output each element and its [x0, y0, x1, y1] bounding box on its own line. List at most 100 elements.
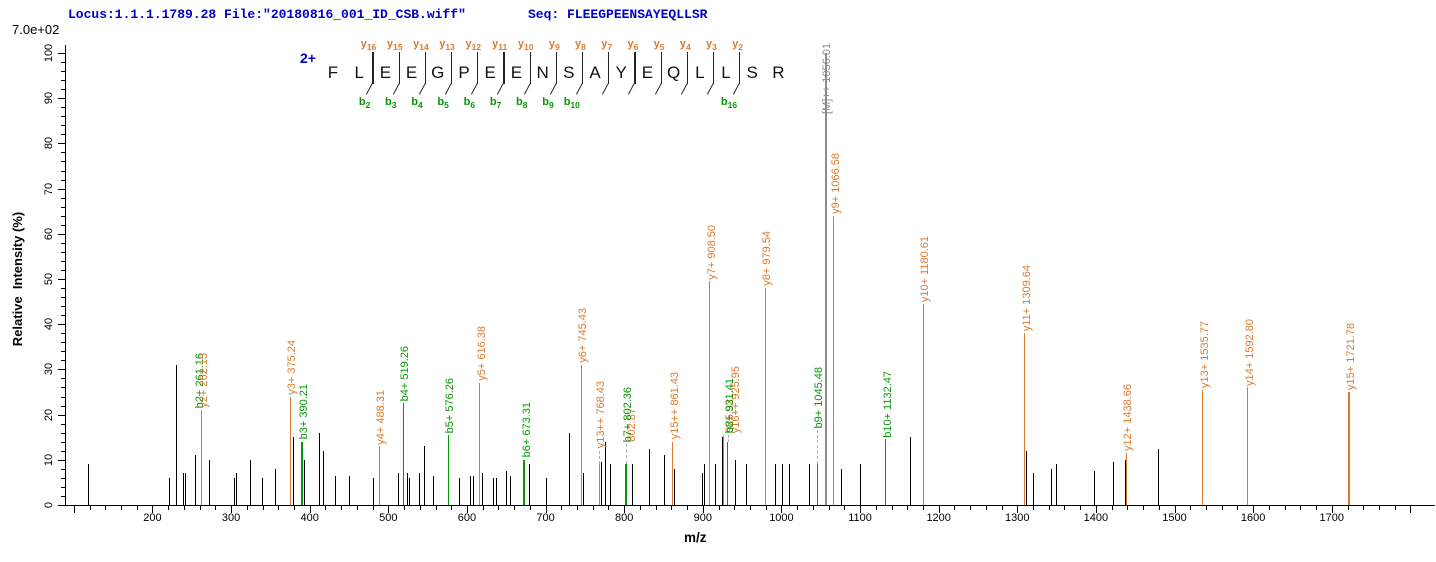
y-tick-label: 100 — [43, 43, 55, 63]
y-tick-label: 80 — [43, 137, 55, 150]
fragmentation-mark — [608, 52, 610, 84]
peak — [418, 473, 420, 505]
y-tick-label: 10 — [43, 453, 55, 466]
ion-label-y5: y5+ 616.38 — [475, 326, 488, 381]
x-major-tick — [152, 506, 154, 513]
peak — [169, 477, 171, 505]
peak — [233, 477, 235, 505]
peak — [809, 464, 811, 505]
ion-peak-b8 — [726, 441, 729, 505]
x-minor-tick — [765, 506, 767, 510]
ion-peak-y13 — [1202, 389, 1204, 505]
x-minor-tick — [404, 506, 406, 510]
x-major-tick — [1174, 506, 1176, 513]
ion-peak-y6 — [580, 364, 582, 505]
ladder-b-ion-label: b5 — [437, 96, 449, 111]
peak — [195, 455, 197, 505]
x-minor-tick — [1048, 506, 1050, 510]
x-minor-tick — [1378, 506, 1380, 510]
y-major-tick — [58, 233, 65, 235]
x-minor-tick — [907, 506, 909, 510]
peak — [505, 471, 507, 505]
residue-letter: E — [484, 63, 496, 82]
fragmentation-mark — [712, 52, 715, 84]
fragmentation-mark — [477, 52, 479, 84]
ladder-y-ion-label: y16 — [360, 38, 377, 53]
y-minor-tick — [61, 125, 65, 127]
y-major-tick — [58, 459, 65, 461]
peak — [663, 455, 665, 505]
x-minor-tick — [372, 506, 374, 510]
x-minor-tick — [262, 506, 264, 510]
ion-label-b7: b7+ 802.36 — [622, 386, 635, 442]
y-minor-tick — [61, 441, 65, 443]
ion-label-b10: b10+ 1132.47 — [881, 370, 894, 438]
y-tick-label: 20 — [43, 408, 55, 421]
x-minor-tick — [435, 506, 437, 510]
x-major-tick — [624, 506, 626, 513]
ion-peak-y8 — [764, 288, 766, 505]
ion-peak-y15 — [1348, 392, 1350, 505]
ladder-y-ion-label: y13 — [439, 38, 455, 53]
residue-letter: P — [458, 63, 470, 82]
ion-peak-y15++ — [671, 441, 674, 505]
x-minor-tick — [498, 506, 500, 510]
y-minor-tick — [61, 486, 65, 488]
x-minor-tick — [655, 506, 657, 510]
x-minor-tick — [1347, 506, 1349, 510]
y-major-tick — [58, 324, 65, 326]
ladder-b-ion-label: b16 — [720, 96, 738, 111]
x-major-tick — [781, 506, 783, 513]
y-minor-tick — [61, 468, 65, 470]
ladder-y-ion-label: y11 — [492, 38, 508, 53]
peak — [496, 477, 498, 505]
residue-letter: E — [379, 63, 392, 82]
ladder-y-ion-label: y15 — [386, 38, 403, 53]
x-tick-label: 1300 — [1005, 512, 1030, 524]
x-major-tick — [938, 506, 940, 513]
fragmentation-mark — [739, 52, 741, 84]
peak — [236, 473, 238, 505]
y-tick-label: 50 — [43, 272, 55, 286]
y-minor-tick — [61, 215, 65, 217]
y-major-tick — [58, 414, 65, 416]
x-minor-tick — [482, 506, 484, 510]
y-major-tick — [58, 279, 65, 280]
x-major-tick — [73, 506, 75, 513]
x-minor-tick — [718, 506, 720, 510]
peak — [1157, 448, 1159, 505]
y-minor-tick — [61, 170, 65, 172]
y-axis-line — [64, 45, 66, 506]
ion-peak-y10 — [922, 303, 925, 505]
ion-peak-b4 — [402, 403, 405, 505]
ladder-y-ion-label: y6 — [627, 38, 639, 53]
y-minor-tick — [61, 161, 65, 163]
residue-letter: L — [354, 63, 364, 82]
x-minor-tick — [985, 506, 987, 510]
ion-peak-y7 — [708, 281, 711, 505]
x-axis-title: m/z — [684, 530, 707, 545]
ion-label-y9: y9+ 1066.58 — [829, 152, 842, 214]
ladder-y-ion-label: y3 — [706, 38, 717, 53]
peak — [840, 468, 842, 505]
y-minor-tick — [61, 80, 65, 82]
y-minor-tick — [61, 405, 65, 407]
y-minor-tick — [61, 107, 65, 109]
fragmentation-mark — [450, 52, 453, 84]
ladder-b-ion-label: b8 — [516, 96, 528, 111]
y-minor-tick — [61, 306, 65, 308]
y-major-tick — [58, 143, 65, 145]
residue-letter: Q — [666, 63, 681, 82]
peak — [703, 464, 705, 505]
peak — [292, 437, 294, 505]
ion-peak-b2/y2 — [200, 410, 202, 505]
y-minor-tick — [61, 197, 65, 199]
peak — [398, 473, 400, 505]
intensity-scale-label: 7.0e+02 — [12, 22, 60, 37]
x-minor-tick — [687, 506, 689, 510]
y-minor-tick — [61, 152, 65, 154]
x-major-tick — [545, 506, 547, 513]
x-tick-label: 700 — [536, 512, 555, 524]
y-tick-label: 60 — [43, 227, 55, 240]
